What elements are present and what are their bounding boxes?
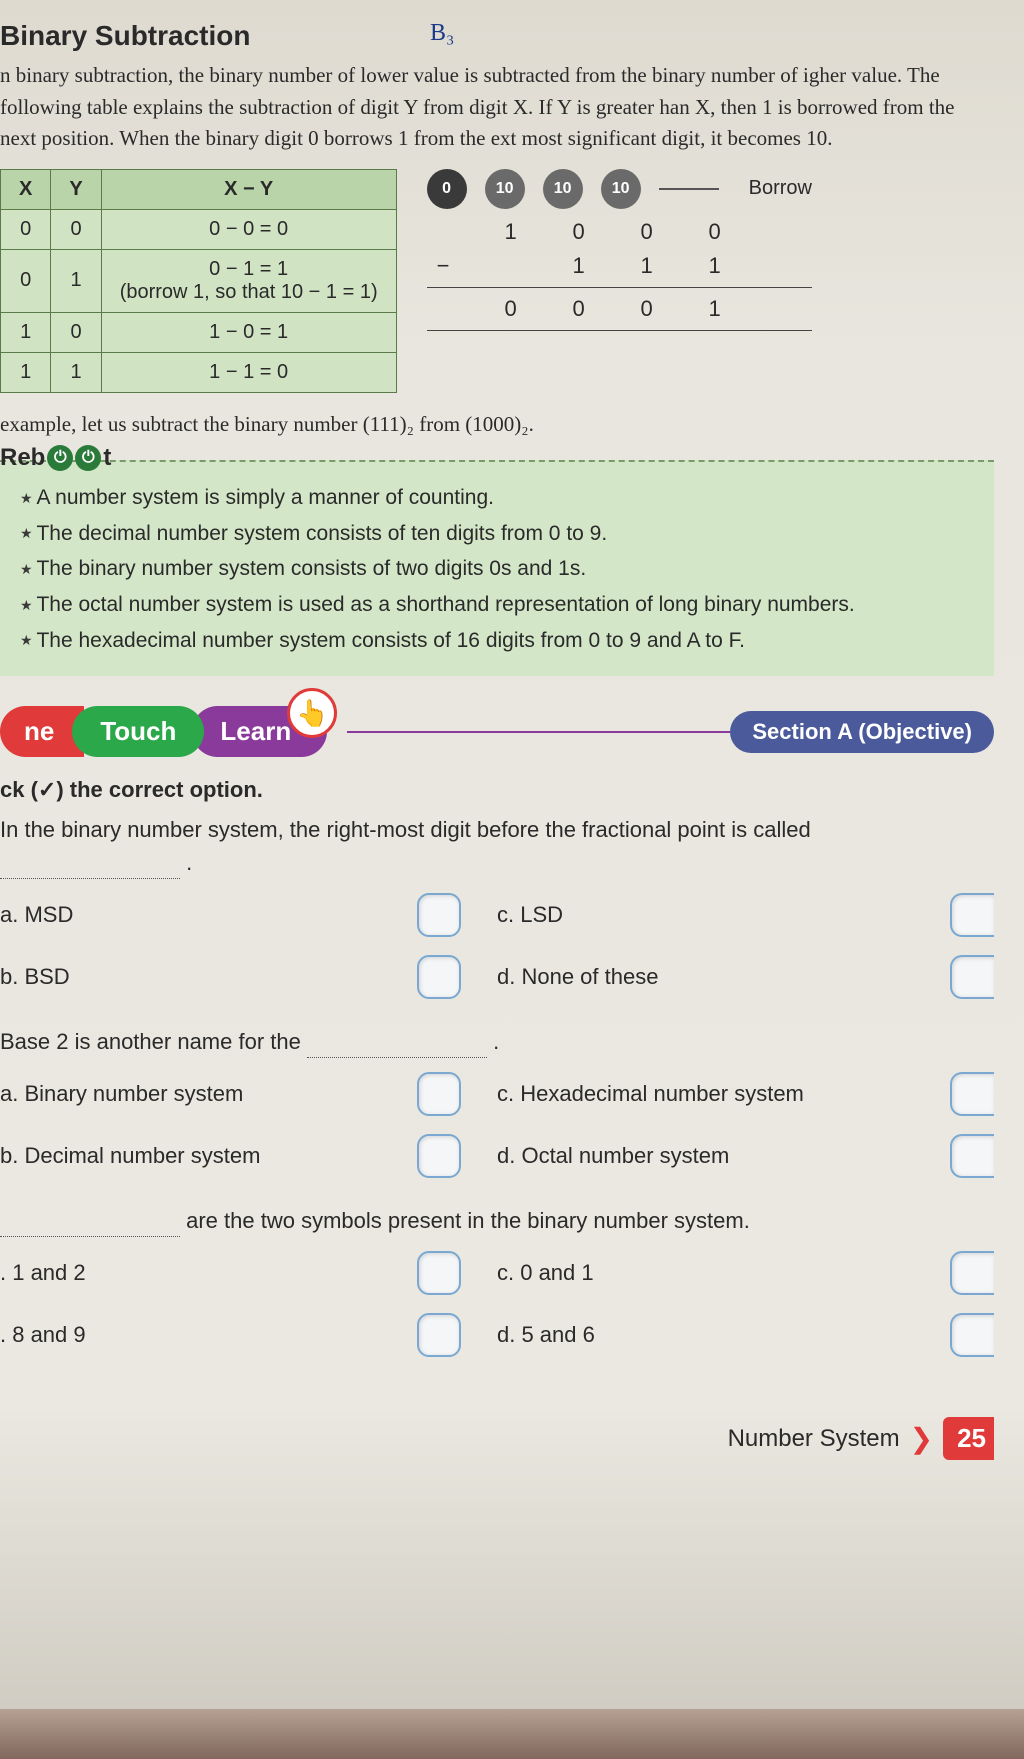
borrow-circle: 0 xyxy=(427,169,467,209)
power-icon: ⏻ xyxy=(75,445,101,471)
option-a: . 1 and 2 xyxy=(0,1260,417,1286)
reboot-point: The decimal number system consists of te… xyxy=(20,516,974,552)
borrow-line xyxy=(659,188,719,190)
page-footer: Number System ❯ 25 xyxy=(0,1417,994,1460)
checkbox[interactable] xyxy=(417,1251,461,1295)
table-row: 0 1 0 − 1 = 1 (borrow 1, so that 10 − 1 … xyxy=(1,249,397,312)
reboot-point: The hexadecimal number system consists o… xyxy=(20,623,974,659)
question-3: are the two symbols present in the binar… xyxy=(0,1204,994,1237)
q2-options: a. Binary number system c. Hexadecimal n… xyxy=(0,1072,994,1178)
divider-line xyxy=(347,731,730,733)
section-heading: Binary Subtraction xyxy=(0,20,994,52)
borrow-calculation: 0 10 10 10 Borrow 1 0 0 0 − 1 1 1 xyxy=(427,169,812,335)
q1-options: a. MSD c. LSD b. BSD d. None of these xyxy=(0,893,994,999)
touch-pill: Touch xyxy=(72,706,204,757)
section-a-badge: Section A (Objective) xyxy=(730,711,994,753)
tick-instruction: ck (✓) the correct option. xyxy=(0,777,994,803)
checkbox[interactable] xyxy=(950,955,994,999)
question-1: In the binary number system, the right-m… xyxy=(0,813,994,879)
checkbox[interactable] xyxy=(417,1313,461,1357)
table-row: 1 0 1 − 0 = 1 xyxy=(1,312,397,352)
reboot-point: The octal number system is used as a sho… xyxy=(20,587,974,623)
option-c: c. Hexadecimal number system xyxy=(497,1081,914,1107)
reboot-box: Reb ⏻ ⏻ t A number system is simply a ma… xyxy=(0,460,994,676)
option-a: a. MSD xyxy=(0,902,417,928)
option-d: d. Octal number system xyxy=(497,1143,914,1169)
question-2: Base 2 is another name for the . xyxy=(0,1025,994,1058)
blank-line xyxy=(0,1221,180,1237)
checkbox[interactable] xyxy=(417,955,461,999)
blank-line xyxy=(0,863,180,879)
checkbox[interactable] xyxy=(950,1251,994,1295)
reboot-point: A number system is simply a manner of co… xyxy=(20,480,974,516)
checkbox[interactable] xyxy=(950,1072,994,1116)
q3-options: . 1 and 2 c. 0 and 1 . 8 and 9 d. 5 and … xyxy=(0,1251,994,1357)
table-row: 1 1 1 − 1 = 0 xyxy=(1,352,397,392)
option-c: c. 0 and 1 xyxy=(497,1260,914,1286)
th-x: X xyxy=(1,169,51,209)
option-c: c. LSD xyxy=(497,902,914,928)
checkbox[interactable] xyxy=(417,893,461,937)
th-y: Y xyxy=(51,169,101,209)
minus-sign: − xyxy=(437,253,457,279)
checkbox[interactable] xyxy=(950,1134,994,1178)
subtraction-table: X Y X − Y 0 0 0 − 0 = 0 0 1 0 − 1 = 1 (b… xyxy=(0,169,397,393)
example-line: example, let us subtract the binary numb… xyxy=(0,409,994,441)
learn-pill: Learn 👆 xyxy=(192,706,327,757)
borrow-circle: 10 xyxy=(601,169,641,209)
handwritten-annotation: B₃ xyxy=(430,20,454,47)
checkbox[interactable] xyxy=(950,1313,994,1357)
intro-paragraph: n binary subtraction, the binary number … xyxy=(0,60,994,155)
reboot-label: Reb ⏻ ⏻ t xyxy=(0,444,111,472)
option-d: d. None of these xyxy=(497,964,914,990)
bottom-shadow xyxy=(0,1709,1024,1759)
touch-learn-banner: ne Touch Learn 👆 Section A (Objective) xyxy=(0,706,994,757)
option-a: a. Binary number system xyxy=(0,1081,417,1107)
option-d: d. 5 and 6 xyxy=(497,1322,914,1348)
borrow-circle: 10 xyxy=(485,169,525,209)
borrow-label: Borrow xyxy=(749,177,812,200)
option-b: b. BSD xyxy=(0,964,417,990)
checkbox[interactable] xyxy=(950,893,994,937)
bookmark-icon: ❯ xyxy=(910,1422,933,1455)
power-icon: ⏻ xyxy=(47,445,73,471)
page-number: 25 xyxy=(943,1417,994,1460)
borrow-circle: 10 xyxy=(543,169,583,209)
blank-line xyxy=(307,1042,487,1058)
hand-icon: 👆 xyxy=(287,688,337,738)
checkbox[interactable] xyxy=(417,1072,461,1116)
option-b: . 8 and 9 xyxy=(0,1322,417,1348)
reboot-point: The binary number system consists of two… xyxy=(20,551,974,587)
option-b: b. Decimal number system xyxy=(0,1143,417,1169)
th-xy: X − Y xyxy=(101,169,396,209)
checkbox[interactable] xyxy=(417,1134,461,1178)
chapter-label: Number System xyxy=(728,1425,900,1453)
table-row: 0 0 0 − 0 = 0 xyxy=(1,209,397,249)
